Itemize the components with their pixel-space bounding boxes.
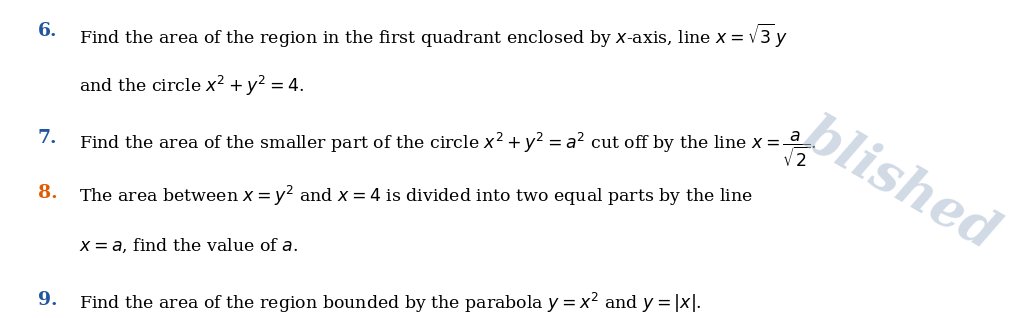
Text: Find the area of the smaller part of the circle $x^2 + y^2 = a^2$ cut off by the: Find the area of the smaller part of the… xyxy=(79,129,816,169)
Text: $x = a$, find the value of $a$.: $x = a$, find the value of $a$. xyxy=(79,236,298,254)
Text: blished: blished xyxy=(796,110,1008,262)
Text: 8.: 8. xyxy=(38,184,57,202)
Text: and the circle $x^2 + y^2 = 4$.: and the circle $x^2 + y^2 = 4$. xyxy=(79,74,304,98)
Text: 9.: 9. xyxy=(38,291,57,309)
Text: The area between $x = y^2$ and $x = 4$ is divided into two equal parts by the li: The area between $x = y^2$ and $x = 4$ i… xyxy=(79,184,753,208)
Text: Find the area of the region bounded by the parabola $y = x^2$ and $y = |x|$.: Find the area of the region bounded by t… xyxy=(79,291,701,315)
Text: 7.: 7. xyxy=(38,129,57,147)
Text: 6.: 6. xyxy=(38,22,57,40)
Text: Find the area of the region in the first quadrant enclosed by $x$-axis, line $x : Find the area of the region in the first… xyxy=(79,22,788,50)
